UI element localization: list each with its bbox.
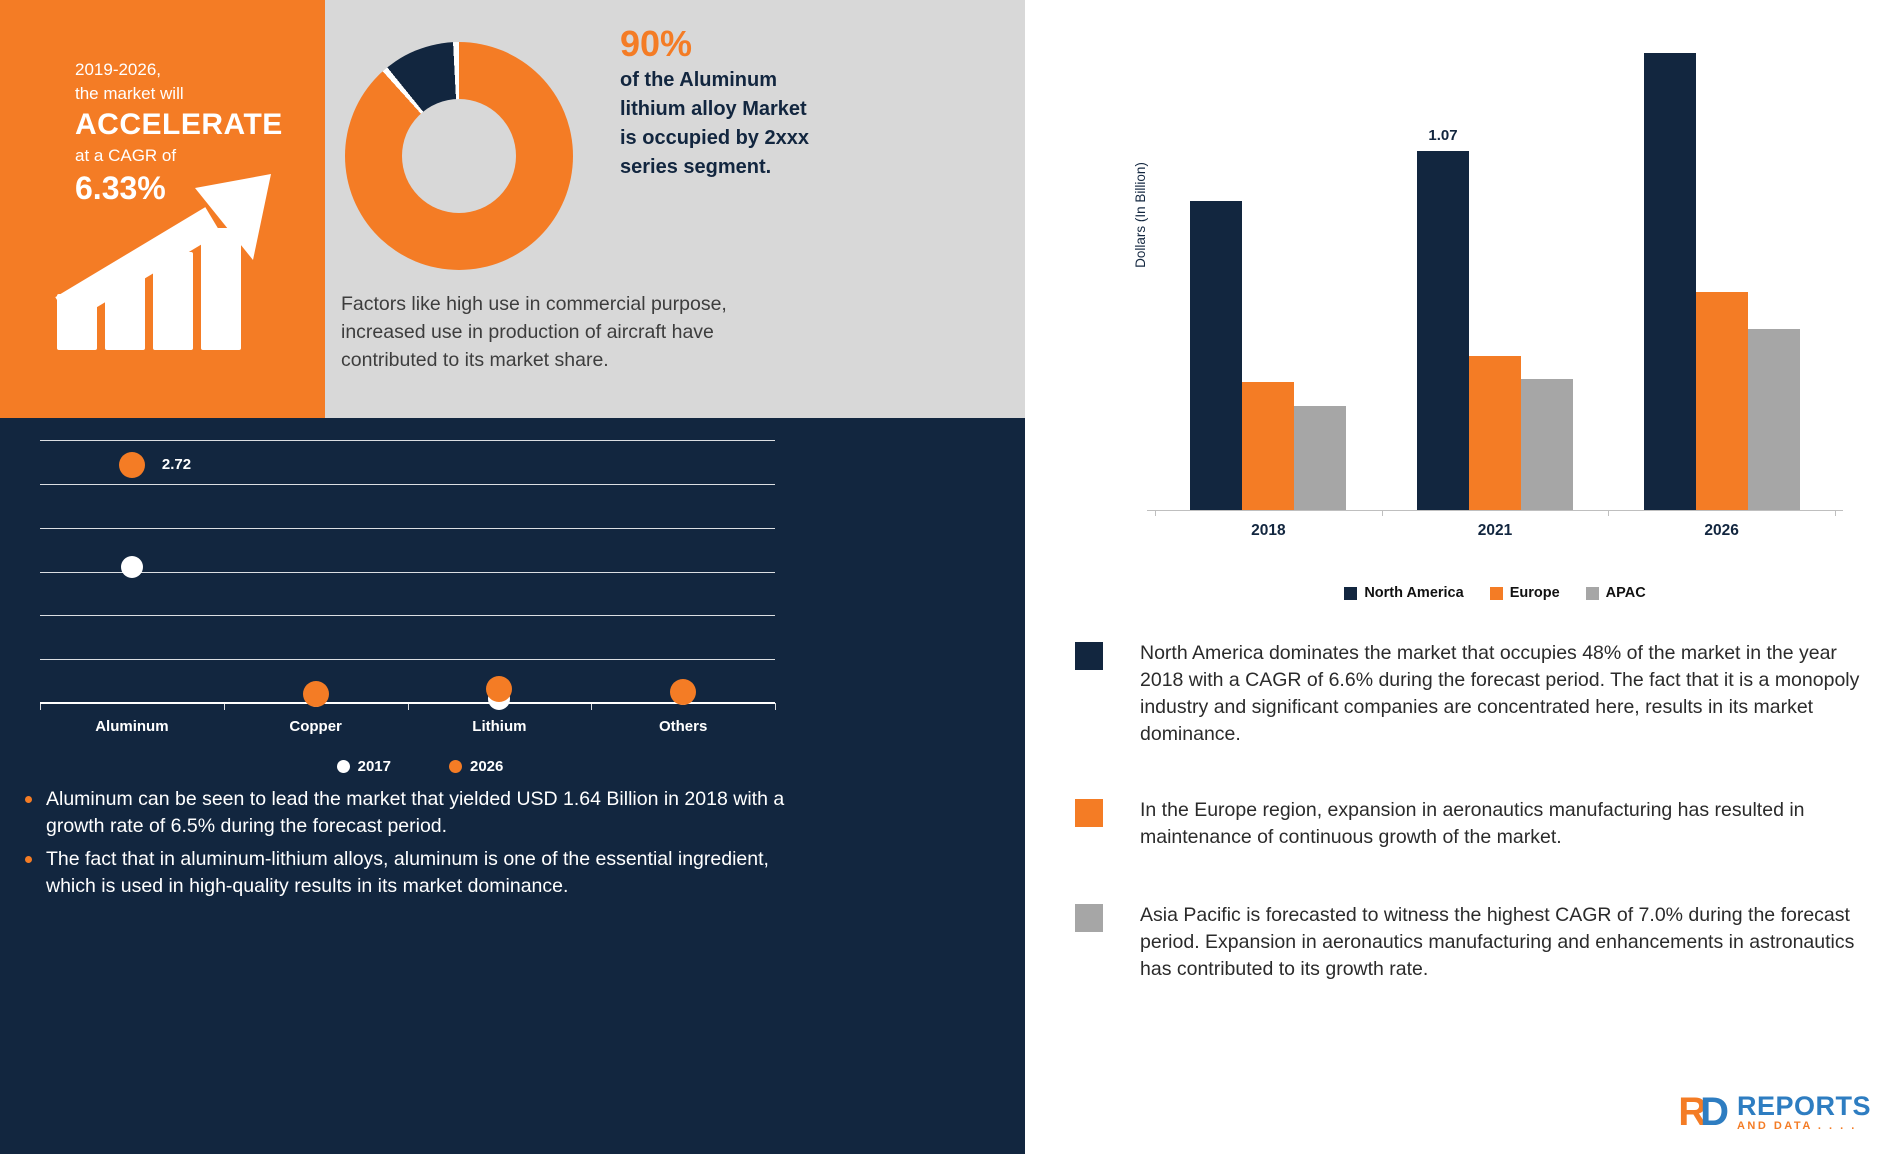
note-north-america: North America dominates the market that … [1075, 640, 1890, 748]
cagr-years: 2019-2026, [75, 60, 162, 79]
bullet-text-1: Aluminum can be seen to lead the market … [46, 788, 785, 837]
dot-chart-tick [223, 703, 225, 710]
legend-label-2026: 2026 [470, 758, 504, 775]
note-text-europe: In the Europe region, expansion in aeron… [1140, 799, 1805, 848]
dot-chart-legend: 2017 2026 [0, 758, 840, 775]
logo-title: REPORTS [1736, 1091, 1871, 1121]
bar-Europe-2018 [1242, 382, 1295, 510]
regional-panel: Dollars (In Billion) 2018 2021 2026 1.07 No… [1025, 0, 1903, 1154]
logo-mark-r: R [1678, 1090, 1708, 1134]
segment-panel: Aluminum Copper Lithium Others 2.72 2017 202… [0, 418, 1025, 1154]
reports-and-data-logo: RD REPORTS AND DATA . . . . [1678, 1092, 1871, 1132]
cagr-line-4: at a CAGR of [75, 146, 177, 165]
bar-North America-2026 [1643, 53, 1696, 510]
note-key-asia-pacific-icon [1075, 904, 1103, 932]
bar-Europe-2021 [1469, 355, 1521, 510]
bar-chart-tick [1155, 510, 1156, 516]
legend-swatch-north-america-icon [1344, 586, 1358, 600]
logo-mark-d: D [1700, 1090, 1729, 1134]
logo-subtitle: AND DATA . . . . [1736, 1120, 1857, 1132]
bar-chart-axis [1147, 510, 1843, 511]
bullet-icon [25, 796, 32, 803]
bullet-icon [25, 856, 32, 863]
bar-chart-tick [1608, 510, 1610, 516]
bar-APAC-2018 [1294, 405, 1347, 510]
dot-chart-gridline [40, 440, 775, 441]
legend-item-north-america: North America [1344, 585, 1464, 601]
donut-headline-text: of the Aluminum lithium alloy Market is … [620, 69, 809, 178]
logo-mark-icon: RD [1678, 1092, 1729, 1132]
dot-category-label: Lithium [472, 718, 527, 735]
note-key-europe-icon [1075, 799, 1103, 827]
regional-bar-chart: 2018 2021 2026 1.07 [1147, 40, 1843, 539]
dot-chart-tick [775, 703, 776, 710]
dot-2026-Lithium [486, 675, 513, 702]
legend-label-apac: APAC [1605, 585, 1646, 601]
bar-category-label: 2026 [1704, 522, 1739, 539]
legend-label-europe: Europe [1509, 585, 1560, 601]
bar-North America-2018 [1190, 201, 1243, 510]
dot-value-label: 2.72 [161, 455, 192, 473]
bar-APAC-2026 [1747, 328, 1800, 510]
bar-Europe-2026 [1695, 291, 1748, 510]
legend-item-2026: 2026 [449, 758, 503, 775]
segment-dot-chart: Aluminum Copper Lithium Others 2.72 [40, 440, 776, 735]
dot-chart-tick [40, 703, 41, 710]
dot-chart-gridline [40, 527, 775, 529]
segment-notes: Aluminum can be seen to lead the market … [25, 786, 815, 906]
dot-category-label: Aluminum [95, 718, 169, 735]
cagr-line-2: the market will [75, 84, 184, 103]
cagr-accelerate: ACCELERATE [75, 108, 283, 141]
cagr-panel: 2019-2026, the market will ACCELERATE at… [0, 0, 325, 418]
dot-chart-gridline [40, 615, 775, 617]
dot-2026-Aluminum [118, 451, 145, 478]
segment-share-donut-chart [345, 42, 573, 270]
note-key-north-america-icon [1075, 642, 1103, 670]
bullet-item-2: The fact that in aluminum-lithium alloys… [25, 846, 815, 900]
logo-text: REPORTS AND DATA . . . . [1737, 1092, 1871, 1132]
dot-2026-Copper [302, 681, 329, 708]
bar-chart-legend: North America Europe APAC [1155, 585, 1835, 601]
bullet-text-2: The fact that in aluminum-lithium alloys… [46, 848, 769, 897]
bar-category-label: 2018 [1251, 522, 1286, 539]
bar-APAC-2021 [1521, 379, 1573, 510]
note-asia-pacific: Asia Pacific is forecasted to witness th… [1075, 902, 1890, 983]
legend-item-europe: Europe [1489, 585, 1560, 601]
growth-arrow-icon [55, 174, 271, 350]
legend-swatch-europe-icon [1489, 586, 1503, 600]
dot-chart-tick [591, 703, 593, 710]
donut-body-text: Factors like high use in commercial purp… [341, 293, 727, 371]
dot-chart-gridline [40, 571, 775, 573]
dot-chart-gridline [40, 483, 775, 485]
legend-label-2017: 2017 [357, 758, 391, 775]
bar-North America-2021 [1417, 150, 1469, 510]
cagr-value: 6.33% [75, 170, 166, 206]
dot-2017-Aluminum [120, 556, 143, 579]
donut-headline-value: 90% [620, 23, 693, 64]
bar-chart-y-axis-label: Dollars (In Billion) [1133, 162, 1148, 268]
cagr-text: 2019-2026, the market will ACCELERATE at… [75, 58, 283, 208]
legend-item-apac: APAC [1585, 585, 1646, 601]
donut-panel: 90% of the Aluminum lithium alloy Market… [325, 0, 1025, 418]
dot-2026-Others [670, 678, 697, 705]
dot-chart-gridline [40, 659, 775, 661]
legend-dot-2026-icon [449, 760, 462, 773]
bullet-item-1: Aluminum can be seen to lead the market … [25, 786, 815, 840]
dot-category-label: Copper [289, 718, 342, 735]
note-europe: In the Europe region, expansion in aeron… [1075, 797, 1890, 851]
bar-category-label: 2021 [1477, 522, 1513, 539]
note-text-asia-pacific: Asia Pacific is forecasted to witness th… [1140, 904, 1855, 980]
dot-chart-tick [407, 703, 409, 710]
legend-item-2017: 2017 [336, 758, 391, 775]
legend-swatch-apac-icon [1585, 586, 1599, 600]
dot-category-label: Others [658, 718, 708, 735]
donut-headline: 90% of the Aluminum lithium alloy Market… [620, 22, 825, 182]
bar-chart-tick [1835, 510, 1836, 516]
legend-label-north-america: North America [1364, 585, 1464, 601]
legend-dot-2017-icon [336, 760, 350, 773]
bar-chart-tick [1381, 510, 1383, 516]
note-text-north-america: North America dominates the market that … [1140, 642, 1860, 745]
bar-value-label: 1.07 [1428, 126, 1458, 144]
